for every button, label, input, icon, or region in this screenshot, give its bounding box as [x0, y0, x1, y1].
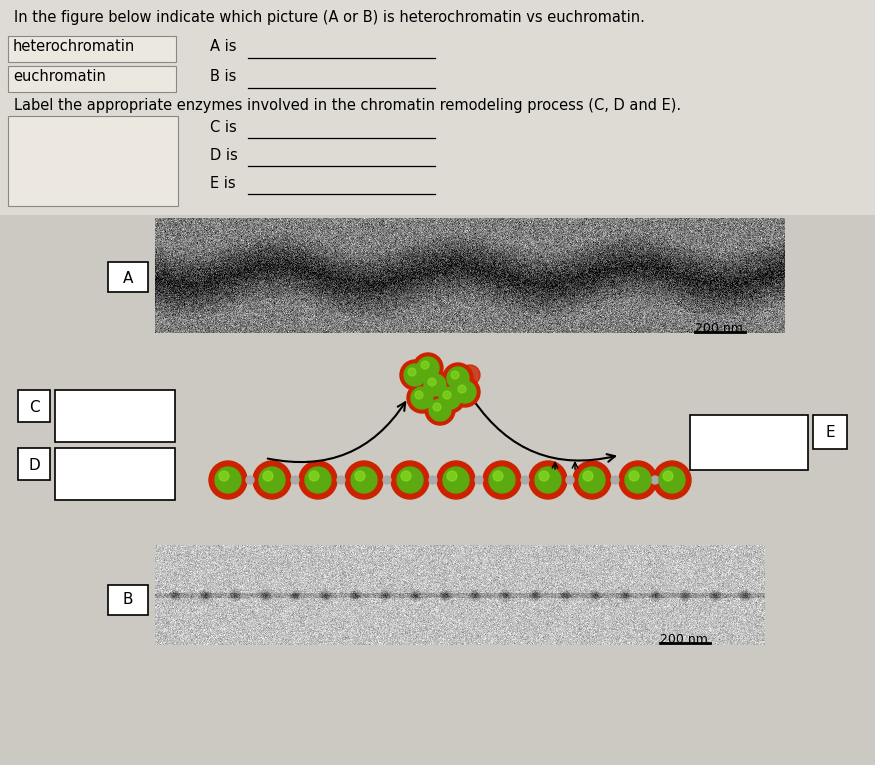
Text: B: B [123, 593, 133, 607]
Circle shape [611, 476, 619, 484]
Circle shape [420, 370, 450, 400]
Text: E: E [825, 425, 835, 440]
Circle shape [429, 476, 437, 484]
Circle shape [291, 476, 299, 484]
Text: E is: E is [210, 176, 235, 191]
Text: Label the appropriate enzymes involved in the chromatin remodeling process (C, D: Label the appropriate enzymes involved i… [14, 98, 681, 113]
Circle shape [345, 461, 383, 499]
Circle shape [651, 476, 659, 484]
Circle shape [583, 471, 593, 481]
Circle shape [437, 461, 475, 499]
Circle shape [219, 471, 229, 481]
Circle shape [458, 385, 466, 393]
FancyArrowPatch shape [268, 402, 405, 462]
Circle shape [411, 387, 433, 409]
Circle shape [659, 467, 685, 493]
Circle shape [489, 467, 515, 493]
Circle shape [259, 467, 285, 493]
Text: C: C [29, 399, 39, 415]
Circle shape [629, 471, 639, 481]
Circle shape [521, 476, 529, 484]
Circle shape [443, 467, 469, 493]
Circle shape [483, 461, 521, 499]
Text: B is: B is [210, 69, 236, 84]
Circle shape [209, 461, 247, 499]
Circle shape [413, 353, 443, 383]
Circle shape [337, 476, 345, 484]
Circle shape [351, 467, 377, 493]
Text: heterochromatin: heterochromatin [13, 39, 136, 54]
Circle shape [451, 371, 459, 379]
Circle shape [443, 363, 473, 393]
Bar [8, 66, 176, 92]
Text: 200 nm: 200 nm [660, 633, 708, 646]
Text: C is: C is [210, 120, 237, 135]
Circle shape [439, 387, 461, 409]
Circle shape [450, 377, 480, 407]
Circle shape [305, 467, 331, 493]
Circle shape [428, 378, 436, 386]
Circle shape [535, 467, 561, 493]
Circle shape [429, 399, 451, 421]
Bar [8, 36, 176, 62]
Text: A is: A is [210, 39, 236, 54]
Text: In the figure below indicate which picture (A or B) is heterochromatin vs euchro: In the figure below indicate which pictu… [14, 10, 645, 25]
FancyArrowPatch shape [473, 400, 615, 462]
Circle shape [566, 476, 574, 484]
Circle shape [424, 374, 446, 396]
Circle shape [539, 471, 549, 481]
Circle shape [404, 364, 426, 386]
Circle shape [435, 383, 465, 413]
Circle shape [407, 383, 437, 413]
Circle shape [355, 471, 365, 481]
Circle shape [246, 476, 254, 484]
Circle shape [417, 357, 439, 379]
Circle shape [391, 461, 429, 499]
Circle shape [663, 471, 673, 481]
Circle shape [493, 471, 503, 481]
Circle shape [475, 476, 483, 484]
Circle shape [401, 471, 411, 481]
Circle shape [625, 467, 651, 493]
Circle shape [443, 391, 451, 399]
Bar [8, 116, 178, 206]
Circle shape [253, 461, 291, 499]
Text: 200 nm: 200 nm [695, 322, 743, 335]
Bar [0, 0, 875, 215]
Circle shape [400, 360, 430, 390]
Circle shape [653, 461, 691, 499]
Circle shape [433, 403, 441, 411]
Circle shape [579, 467, 605, 493]
Bar [690, 415, 808, 470]
Text: D: D [28, 457, 40, 473]
Bar [55, 390, 175, 442]
Circle shape [529, 461, 567, 499]
Bar [18, 448, 50, 480]
Circle shape [425, 395, 455, 425]
Circle shape [383, 476, 391, 484]
Circle shape [408, 368, 416, 376]
Text: A: A [123, 271, 133, 285]
Circle shape [299, 461, 337, 499]
Circle shape [421, 361, 429, 369]
Bar [18, 390, 50, 422]
Circle shape [415, 391, 423, 399]
Circle shape [397, 467, 423, 493]
Bar [108, 262, 148, 292]
Circle shape [573, 461, 611, 499]
Circle shape [447, 471, 457, 481]
Circle shape [309, 471, 319, 481]
Circle shape [263, 471, 273, 481]
Text: euchromatin: euchromatin [13, 69, 106, 84]
Bar [108, 585, 148, 615]
Circle shape [454, 381, 476, 403]
Circle shape [619, 461, 657, 499]
Bar [813, 415, 847, 449]
Circle shape [447, 367, 469, 389]
Circle shape [460, 365, 480, 385]
Text: D is: D is [210, 148, 238, 163]
Bar [55, 448, 175, 500]
Circle shape [215, 467, 241, 493]
